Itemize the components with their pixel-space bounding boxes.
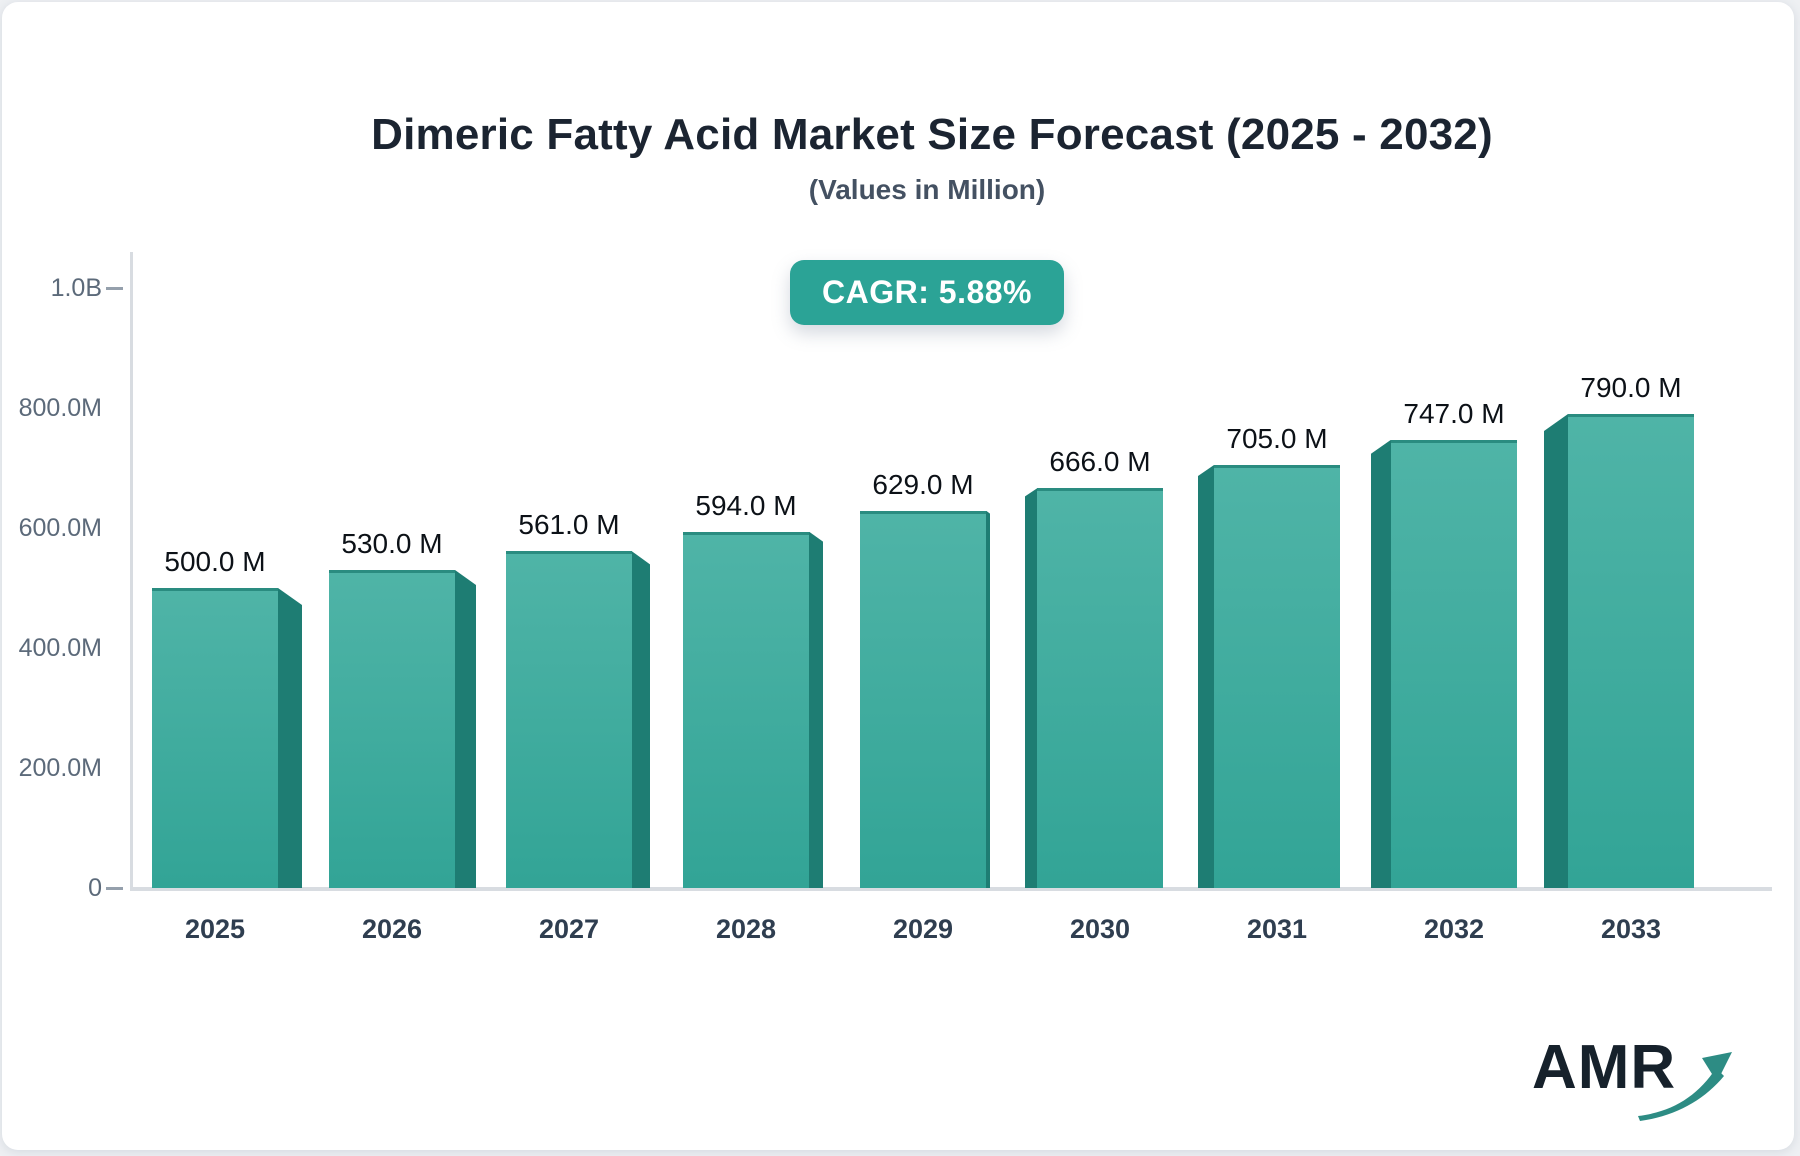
y-axis-tick-mark: [106, 887, 123, 890]
x-axis-category-label: 2033: [1600, 914, 1662, 944]
bar-value-label: 747.0 M: [1403, 397, 1505, 429]
bar-value-label: 561.0 M: [518, 509, 620, 541]
bar: [329, 570, 455, 888]
y-axis-tick-mark: [106, 287, 123, 290]
y-axis-tick-label: 0: [88, 874, 102, 902]
chart-subtitle: (Values in Million): [808, 174, 1046, 205]
bar-value-label: 629.0 M: [872, 468, 974, 500]
bar-value-label: 594.0 M: [695, 489, 797, 521]
bar-3d-side: [1544, 414, 1568, 888]
bar-3d-side: [278, 588, 302, 888]
bar: [1214, 465, 1340, 888]
bar-3d-side: [455, 570, 476, 888]
bar: [1568, 414, 1694, 888]
x-axis-category-label: 2031: [1246, 914, 1308, 944]
x-axis-category-label: 2032: [1423, 914, 1485, 944]
bar-value-label: 790.0 M: [1580, 372, 1682, 403]
cagr-badge-label: CAGR: 5.88%: [822, 274, 1032, 310]
chart-title: Dimeric Fatty Acid Market Size Forecast …: [371, 110, 1493, 159]
y-axis-tick-label: 400.0M: [18, 634, 102, 662]
bar-value-label: 705.0 M: [1226, 423, 1328, 454]
x-axis-category-label: 2029: [892, 914, 954, 944]
bar-value-label: 666.0 M: [1049, 446, 1151, 478]
cagr-badge: CAGR: 5.88%: [790, 260, 1064, 325]
bar: [860, 510, 986, 888]
bar: [152, 588, 278, 888]
y-axis-tick-label: 200.0M: [18, 754, 102, 782]
y-axis-tick-label: 600.0M: [18, 514, 102, 542]
bar-value-label: 500.0 M: [164, 546, 266, 577]
bar-3d-side: [1371, 439, 1391, 888]
y-axis-tick-label: 1.0B: [50, 274, 102, 302]
x-axis-category-label: 2027: [538, 914, 600, 944]
x-axis-category-label: 2028: [715, 914, 777, 944]
x-axis-category-label: 2025: [184, 914, 246, 944]
bar-3d-side: [986, 510, 990, 888]
y-axis-line: [130, 252, 133, 891]
bar: [506, 551, 632, 888]
y-axis-tick-label: 800.0M: [18, 394, 102, 422]
amr-logo-text: AMR: [1532, 1033, 1677, 1102]
growth-arrow-icon: [1638, 1052, 1732, 1121]
amr-logo: AMR: [1526, 1024, 1746, 1124]
bar: [683, 531, 809, 888]
bar: [1391, 439, 1517, 888]
bar-3d-side: [1198, 465, 1214, 888]
x-axis-category-label: 2026: [361, 914, 423, 944]
bar: [1037, 488, 1163, 888]
bar-3d-side: [632, 551, 650, 888]
x-axis-line: [130, 887, 1772, 891]
x-axis-category-label: 2030: [1069, 914, 1131, 944]
bar-3d-side: [1025, 488, 1037, 888]
bar-value-label: 530.0 M: [341, 528, 443, 559]
bar-3d-side: [809, 531, 823, 888]
